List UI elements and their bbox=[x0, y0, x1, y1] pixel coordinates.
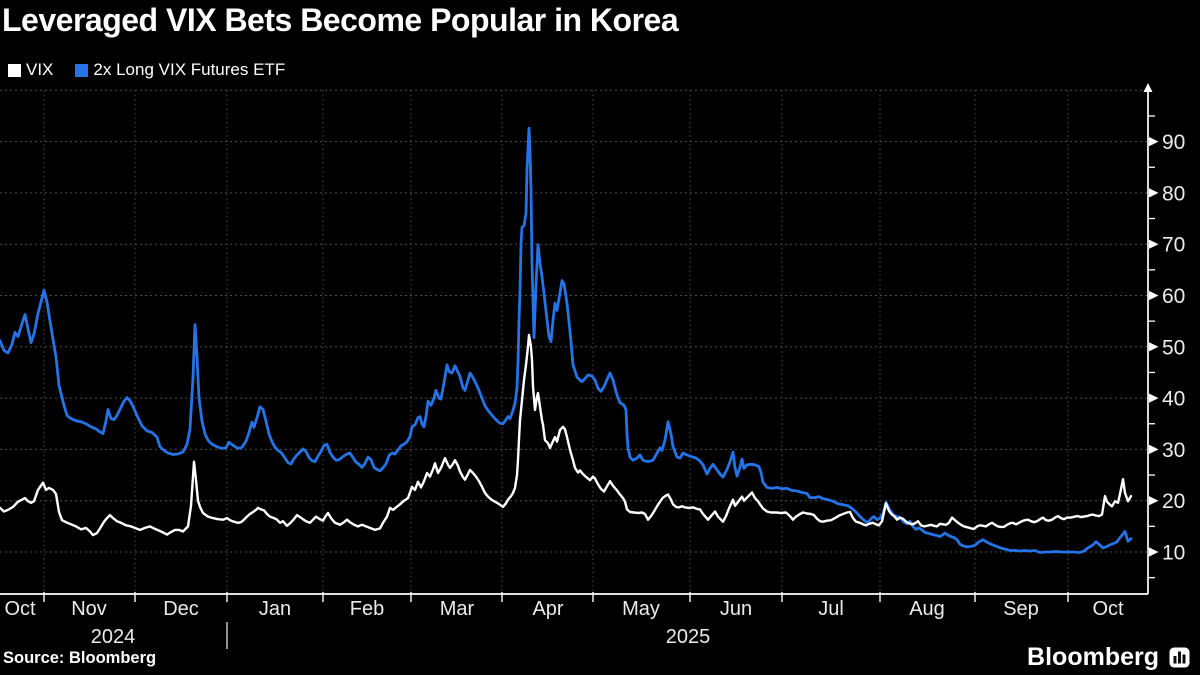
y-tick-arrow-icon bbox=[1149, 290, 1159, 301]
month-label: Sep bbox=[1003, 598, 1039, 620]
year-label: 2024 bbox=[91, 626, 136, 648]
y-tick-arrow-icon bbox=[1149, 239, 1159, 249]
y-tick-label: 20 bbox=[1162, 490, 1185, 513]
source-credit: Source: Bloomberg bbox=[3, 649, 157, 667]
month-label: May bbox=[622, 598, 660, 620]
etf-swatch-icon bbox=[75, 63, 89, 77]
month-label: Oct bbox=[1092, 598, 1124, 620]
y-axis-arrow-cap-icon bbox=[1143, 83, 1153, 92]
y-tick-arrow-icon bbox=[1149, 496, 1159, 506]
month-label: Jul bbox=[818, 598, 844, 620]
y-tick-label: 60 bbox=[1162, 285, 1185, 308]
month-label: Aug bbox=[909, 598, 945, 620]
chart-legend: VIX 2x Long VIX Futures ETF bbox=[8, 60, 285, 80]
year-label: 2025 bbox=[666, 626, 711, 648]
y-tick-label: 10 bbox=[1162, 542, 1185, 565]
y-tick-arrow-icon bbox=[1149, 342, 1159, 352]
y-tick-label: 70 bbox=[1162, 234, 1185, 257]
vix-line bbox=[0, 333, 1133, 537]
month-label: Oct bbox=[4, 598, 36, 620]
month-label: Mar bbox=[440, 598, 475, 620]
y-tick-arrow-icon bbox=[1149, 547, 1159, 557]
bloomberg-chart-icon bbox=[1169, 647, 1190, 668]
bloomberg-wordmark: Bloomberg bbox=[1027, 643, 1159, 671]
y-tick-label: 80 bbox=[1162, 182, 1185, 205]
y-tick-label: 90 bbox=[1162, 131, 1185, 154]
month-label: Apr bbox=[532, 598, 563, 620]
y-tick-label: 40 bbox=[1162, 388, 1185, 411]
chart-title: Leveraged VIX Bets Become Popular in Kor… bbox=[2, 2, 679, 38]
bloomberg-logo: Bloomberg bbox=[1027, 643, 1190, 672]
y-tick-arrow-icon bbox=[1149, 188, 1159, 198]
month-label: Jan bbox=[259, 598, 291, 620]
month-label: Nov bbox=[71, 598, 107, 620]
legend-label-etf: 2x Long VIX Futures ETF bbox=[93, 60, 286, 79]
y-tick-arrow-icon bbox=[1149, 137, 1159, 147]
vix-swatch-icon bbox=[8, 63, 21, 77]
month-label: Feb bbox=[350, 598, 384, 620]
etf-line bbox=[0, 126, 1133, 554]
month-label: Jun bbox=[720, 598, 752, 620]
legend-item-vix: VIX bbox=[8, 60, 53, 80]
y-tick-arrow-icon bbox=[1149, 393, 1159, 403]
legend-item-etf: 2x Long VIX Futures ETF bbox=[75, 60, 285, 80]
y-tick-label: 30 bbox=[1162, 439, 1185, 462]
legend-label-vix: VIX bbox=[26, 60, 54, 79]
y-tick-arrow-icon bbox=[1149, 444, 1159, 454]
month-label: Dec bbox=[163, 598, 199, 620]
y-tick-label: 50 bbox=[1162, 336, 1185, 359]
